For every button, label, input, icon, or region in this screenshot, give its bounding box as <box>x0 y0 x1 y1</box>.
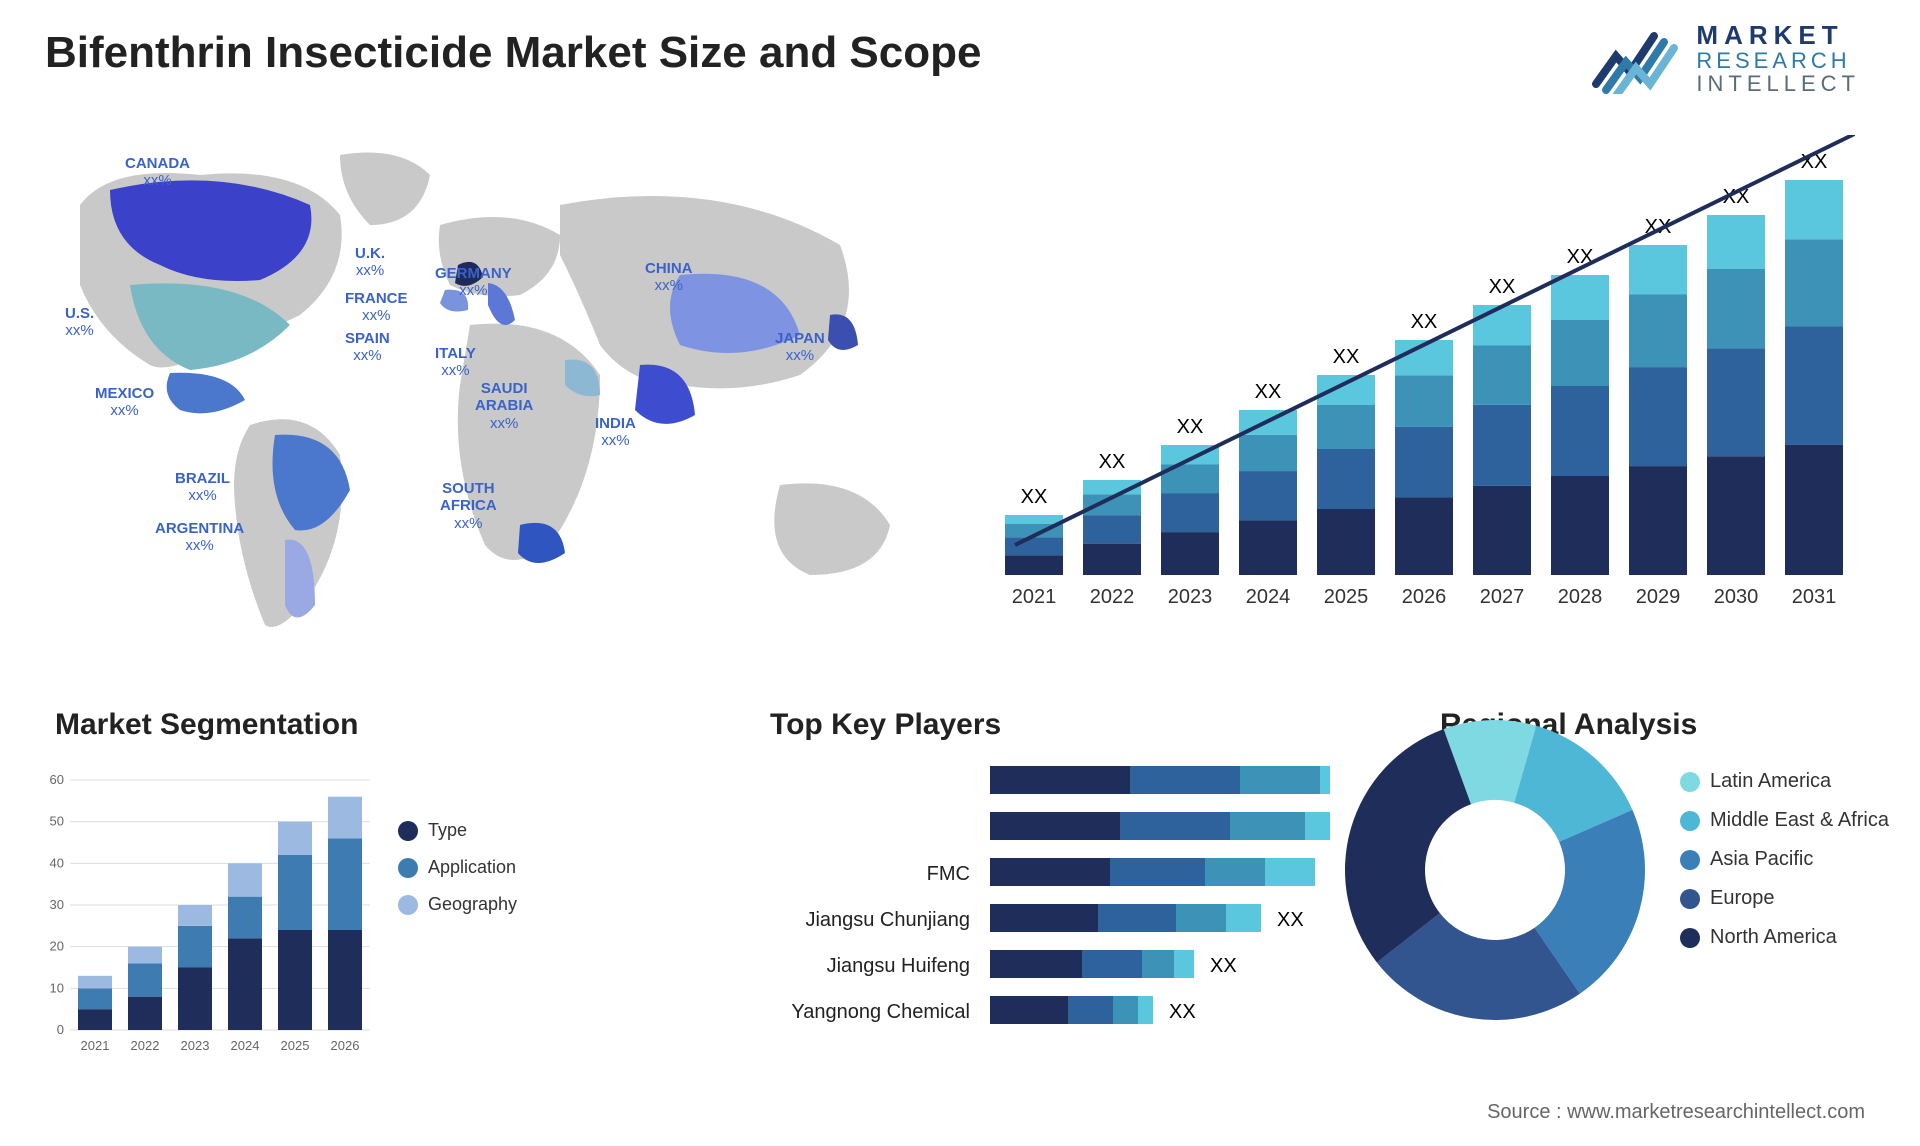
map-label-u-k-: U.K.xx% <box>355 245 385 280</box>
map-label-india: INDIAxx% <box>595 415 636 450</box>
svg-text:20: 20 <box>50 939 64 954</box>
logo-line3: INTELLECT <box>1696 72 1860 95</box>
svg-text:50: 50 <box>50 814 64 829</box>
source-text: Source : www.marketresearchintellect.com <box>1487 1101 1865 1124</box>
regional-chart: Latin America Middle East & Africa Asia Pa… <box>1330 700 1890 1080</box>
svg-text:2024: 2024 <box>231 1038 260 1053</box>
map-label-china: CHINAxx% <box>645 260 693 295</box>
keyplayers-title: Top Key Players <box>770 708 1001 742</box>
svg-text:2024: 2024 <box>1246 586 1291 608</box>
svg-text:2025: 2025 <box>1324 586 1369 608</box>
svg-text:XX: XX <box>1333 346 1360 368</box>
svg-text:2021: 2021 <box>81 1038 110 1053</box>
svg-text:2028: 2028 <box>1558 586 1603 608</box>
map-label-argentina: ARGENTINAxx% <box>155 520 244 555</box>
svg-text:XX: XX <box>1021 486 1048 508</box>
svg-text:Yangnong Chemical: Yangnong Chemical <box>791 1001 970 1023</box>
svg-text:60: 60 <box>50 772 64 787</box>
svg-text:2031: 2031 <box>1792 586 1837 608</box>
legend-item-north-america: North America <box>1680 926 1889 949</box>
segmentation-legend: Type Application Geography <box>398 820 517 931</box>
svg-text:Jiangsu Huifeng: Jiangsu Huifeng <box>827 955 970 977</box>
map-label-germany: GERMANYxx% <box>435 265 512 300</box>
logo-mark-icon <box>1592 24 1682 94</box>
map-label-spain: SPAINxx% <box>345 330 390 365</box>
svg-text:10: 10 <box>50 980 64 995</box>
legend-item-asia-pacific: Asia Pacific <box>1680 848 1889 871</box>
svg-text:XX: XX <box>1177 416 1204 438</box>
svg-text:40: 40 <box>50 855 64 870</box>
svg-text:XX: XX <box>1489 276 1516 298</box>
svg-text:2025: 2025 <box>281 1038 310 1053</box>
map-label-brazil: BRAZILxx% <box>175 470 230 505</box>
svg-text:XX: XX <box>1169 1001 1196 1023</box>
map-label-canada: CANADAxx% <box>125 155 190 190</box>
legend-item-latin-america: Latin America <box>1680 770 1889 793</box>
legend-item-europe: Europe <box>1680 887 1889 910</box>
svg-text:2023: 2023 <box>181 1038 210 1053</box>
map-label-japan: JAPANxx% <box>775 330 825 365</box>
svg-text:2026: 2026 <box>1402 586 1447 608</box>
page-title: Bifenthrin Insecticide Market Size and S… <box>45 28 981 78</box>
svg-text:XX: XX <box>1411 311 1438 333</box>
segmentation-title: Market Segmentation <box>55 708 358 742</box>
map-label-france: FRANCExx% <box>345 290 408 325</box>
svg-text:2021: 2021 <box>1012 586 1057 608</box>
map-label-saudi-arabia: SAUDIARABIAxx% <box>475 380 533 432</box>
svg-text:FMC: FMC <box>927 863 970 885</box>
logo-line2: RESEARCH <box>1696 49 1860 72</box>
brand-logo: MARKET RESEARCH INTELLECT <box>1592 22 1860 95</box>
legend-item-geography: Geography <box>398 894 517 915</box>
svg-text:2027: 2027 <box>1480 586 1525 608</box>
svg-text:XX: XX <box>1255 381 1282 403</box>
legend-item-type: Type <box>398 820 517 841</box>
svg-text:XX: XX <box>1277 909 1304 931</box>
keyplayers-chart: XXXXXXFMCXXJiangsu ChunjiangXXJiangsu Hu… <box>770 760 1320 1110</box>
map-label-u-s-: U.S.xx% <box>65 305 94 340</box>
map-label-mexico: MEXICOxx% <box>95 385 154 420</box>
svg-text:Jiangsu Chunjiang: Jiangsu Chunjiang <box>805 909 970 931</box>
logo-line1: MARKET <box>1696 22 1860 49</box>
map-label-italy: ITALYxx% <box>435 345 476 380</box>
map-label-south-africa: SOUTHAFRICAxx% <box>440 480 497 532</box>
legend-item-application: Application <box>398 857 517 878</box>
svg-text:XX: XX <box>1099 451 1126 473</box>
svg-text:2022: 2022 <box>1090 586 1135 608</box>
world-map: CANADAxx% U.S.xx% MEXICOxx% BRAZILxx% ARGENT… <box>40 135 940 645</box>
svg-text:2023: 2023 <box>1168 586 1213 608</box>
svg-text:30: 30 <box>50 897 64 912</box>
svg-text:2029: 2029 <box>1636 586 1681 608</box>
market-size-chart: XX 2021 XX 2022 XX 2023 XX 2024 XX 2025 XX 2026 XX 20… <box>985 135 1855 625</box>
svg-text:2022: 2022 <box>131 1038 160 1053</box>
legend-item-middle-east-africa: Middle East & Africa <box>1680 809 1889 832</box>
svg-text:XX: XX <box>1210 955 1237 977</box>
svg-text:2026: 2026 <box>331 1038 360 1053</box>
svg-text:0: 0 <box>57 1022 64 1037</box>
svg-text:2030: 2030 <box>1714 586 1759 608</box>
segmentation-chart: 0 10 20 30 40 50 60 2021 2022 2023 2024 2025 2026 Ty… <box>38 760 558 1080</box>
regional-legend: Latin America Middle East & Africa Asia Pa… <box>1680 770 1889 965</box>
